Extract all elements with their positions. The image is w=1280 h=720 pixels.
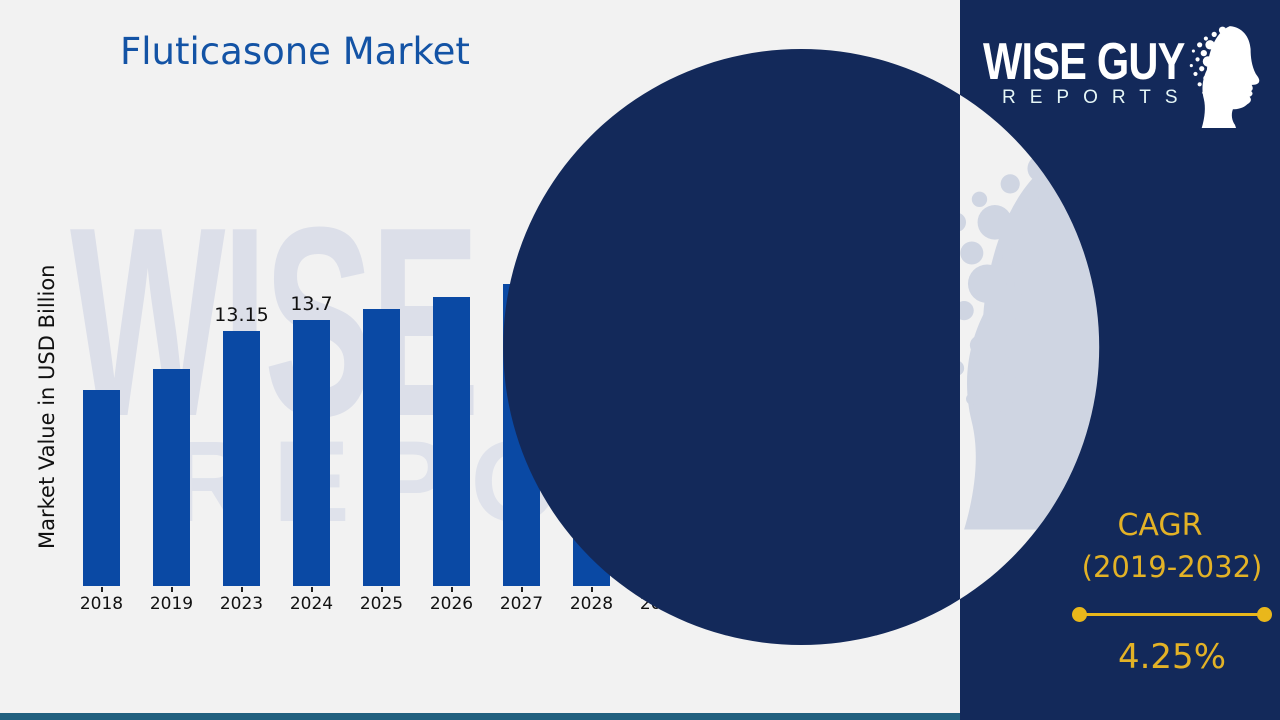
x-tick-label-2027: 2027 [499,594,544,614]
x-tick-label-2025: 2025 [359,594,404,614]
x-axis-tick [730,587,733,592]
logo-head-profile-icon [1183,24,1261,128]
x-axis-tick [100,587,103,592]
bar-2023 [223,331,260,586]
cagr-value: 4.25% [1117,636,1226,677]
bar-value-label-2032: 19.12 [844,188,899,210]
bar-2031 [783,231,820,586]
x-tick-label-2018: 2018 [79,594,124,614]
chart-title: Fluticasone Market [120,30,470,73]
bottom-accent-strip [0,713,963,720]
y-axis-label: Market Value in USD Billion [35,264,59,550]
x-tick-label-2026: 2026 [429,594,474,614]
cagr-title: CAGR [1117,508,1203,543]
bar-2029 [643,257,680,586]
bar-2032 [853,215,890,586]
logo-text-line1: WISE GUY [983,33,1185,91]
x-tick-label-2029: 2029 [639,594,684,614]
x-tick-label-2030: 2030 [709,594,754,614]
bar-value-label-2023: 13.15 [214,304,269,326]
bar-2030 [713,245,750,586]
x-axis-tick [800,587,803,592]
x-axis-tick [590,587,593,592]
bar-2027 [503,284,540,586]
x-tick-label-2032: 2032 [849,594,894,614]
cagr-divider-line [1072,606,1272,623]
logo-text-line2: REPORTS [1002,87,1192,108]
x-tick-label-2031: 2031 [779,594,824,614]
bar-2019 [153,369,190,586]
bar-2018 [83,390,120,586]
x-tick-label-2023: 2023 [219,594,264,614]
x-axis-tick [450,587,453,592]
bar-value-label-2024: 13.7 [290,293,333,315]
bar-2025 [363,309,400,586]
x-axis-tick [380,587,383,592]
line-rule [1078,612,1266,616]
bar-2026 [433,297,470,586]
bar-2024 [293,320,330,586]
cagr-block: CAGR (2019-2032) 4.25% [1072,508,1272,677]
x-axis-tick [310,587,313,592]
bar-2028 [573,271,610,586]
x-tick-label-2019: 2019 [149,594,194,614]
line-end-dot-right [1257,606,1272,622]
x-axis-tick [660,587,663,592]
x-axis-tick [170,587,173,592]
x-axis-tick [240,587,243,592]
x-tick-label-2024: 2024 [289,594,334,614]
x-axis-tick [520,587,523,592]
x-axis-tick [870,587,873,592]
cagr-range: (2019-2032) [1081,550,1263,584]
x-tick-label-2028: 2028 [569,594,614,614]
